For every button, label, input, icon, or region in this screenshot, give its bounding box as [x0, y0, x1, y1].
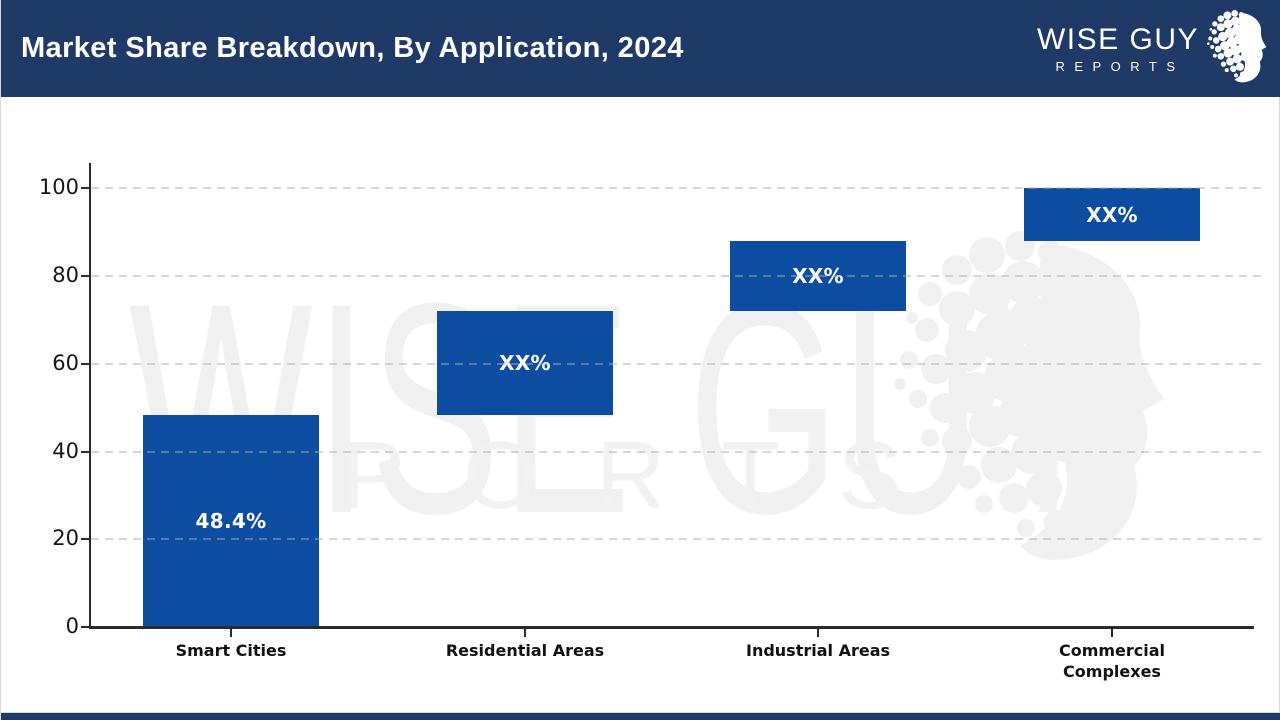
y-tick-mark — [81, 363, 89, 365]
watermark-subtext: PORTS — [341, 422, 960, 529]
bottom-edge-line — [1, 712, 1280, 713]
y-tick-label: 80 — [52, 263, 79, 287]
chart-title: Market Share Breakdown, By Application, … — [21, 32, 684, 64]
logo-head-icon — [1206, 10, 1267, 83]
logo-subtext: REPORTS — [1055, 59, 1185, 74]
x-category-label: Smart Cities — [175, 641, 287, 660]
bar-value-label: XX% — [1086, 202, 1138, 227]
gridline — [91, 275, 1263, 277]
bar-smart-cities: 48.4% — [143, 415, 319, 627]
x-axis-spine — [89, 626, 1254, 629]
wiseguy-logo: WISE GUY REPORTS — [1037, 6, 1269, 92]
gridline — [91, 451, 1263, 453]
x-tick-mark — [524, 629, 526, 637]
x-tick-mark — [1111, 629, 1113, 637]
y-tick-label: 60 — [52, 351, 79, 375]
y-tick-label: 20 — [52, 526, 79, 550]
y-tick-label: 40 — [52, 439, 79, 463]
y-tick-mark — [81, 187, 89, 189]
x-tick-mark — [230, 629, 232, 637]
gridline — [91, 363, 1263, 365]
y-tick-label: 100 — [38, 175, 79, 199]
y-tick-mark — [81, 626, 89, 628]
y-tick-mark — [81, 275, 89, 277]
x-category-label: Commercial Complexes — [1058, 641, 1166, 681]
x-category-label: Industrial Areas — [745, 641, 891, 660]
y-tick-mark — [81, 538, 89, 540]
y-tick-label: 0 — [65, 614, 79, 638]
bar-commercial-complexes: XX% — [1024, 188, 1200, 241]
x-tick-mark — [817, 629, 819, 637]
gridline — [91, 538, 1263, 540]
gridline — [91, 187, 1263, 189]
watermark-head-icon — [894, 231, 1164, 560]
header: Market Share Breakdown, By Application, … — [1, 0, 1280, 97]
footer-bar — [1, 713, 1280, 720]
x-category-label: Residential Areas — [445, 641, 605, 660]
y-axis-spine — [89, 163, 91, 629]
logo-wordmark: WISE GUY — [1036, 23, 1199, 56]
bar-value-label: 48.4% — [195, 509, 267, 533]
y-tick-mark — [81, 451, 89, 453]
